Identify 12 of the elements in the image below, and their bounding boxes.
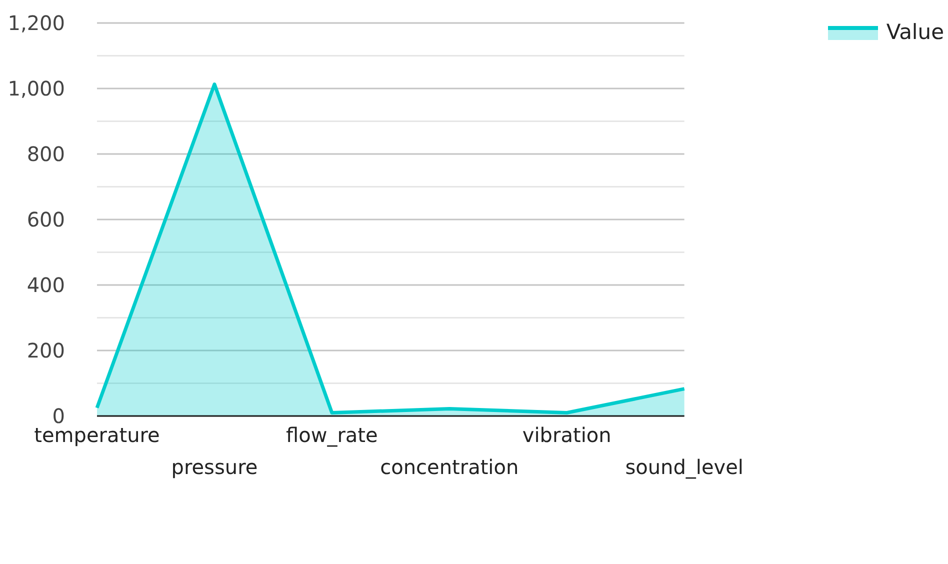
- y-tick-label: 1,000: [8, 76, 65, 101]
- legend-label: Value: [886, 20, 944, 44]
- y-tick-label: 400: [26, 273, 65, 298]
- x-tick-label: sound_level: [625, 455, 744, 479]
- y-tick-label: 200: [26, 338, 65, 363]
- y-tick-label: 600: [26, 208, 65, 232]
- y-tick-label: 1,200: [8, 11, 65, 36]
- x-tick-label: vibration: [522, 423, 612, 447]
- x-tick-label: concentration: [380, 455, 519, 479]
- x-tick-label: flow_rate: [286, 423, 378, 447]
- x-tick-label: pressure: [171, 455, 258, 479]
- y-tick-label: 800: [26, 142, 65, 166]
